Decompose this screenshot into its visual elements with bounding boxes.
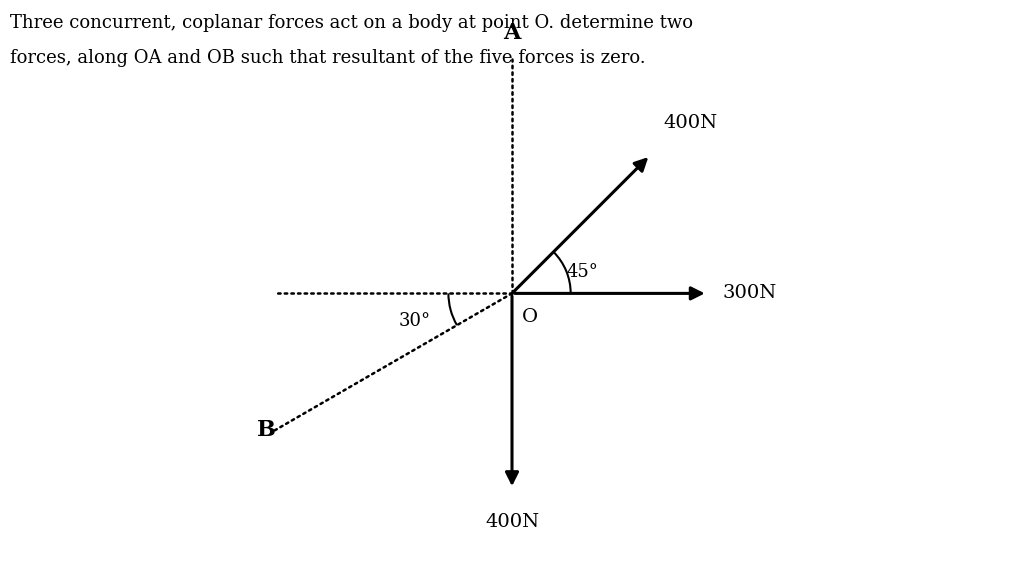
Text: 30°: 30° <box>398 312 430 330</box>
Text: 400N: 400N <box>485 514 539 531</box>
Text: Three concurrent, coplanar forces act on a body at point O. determine two: Three concurrent, coplanar forces act on… <box>10 14 693 32</box>
Text: forces, along OA and OB such that resultant of the five forces is zero.: forces, along OA and OB such that result… <box>10 49 646 67</box>
Text: A: A <box>504 22 520 44</box>
Text: 45°: 45° <box>566 263 598 281</box>
Text: O: O <box>522 308 538 326</box>
Text: 400N: 400N <box>664 114 718 132</box>
Text: B: B <box>256 419 275 441</box>
Text: 300N: 300N <box>722 284 776 302</box>
